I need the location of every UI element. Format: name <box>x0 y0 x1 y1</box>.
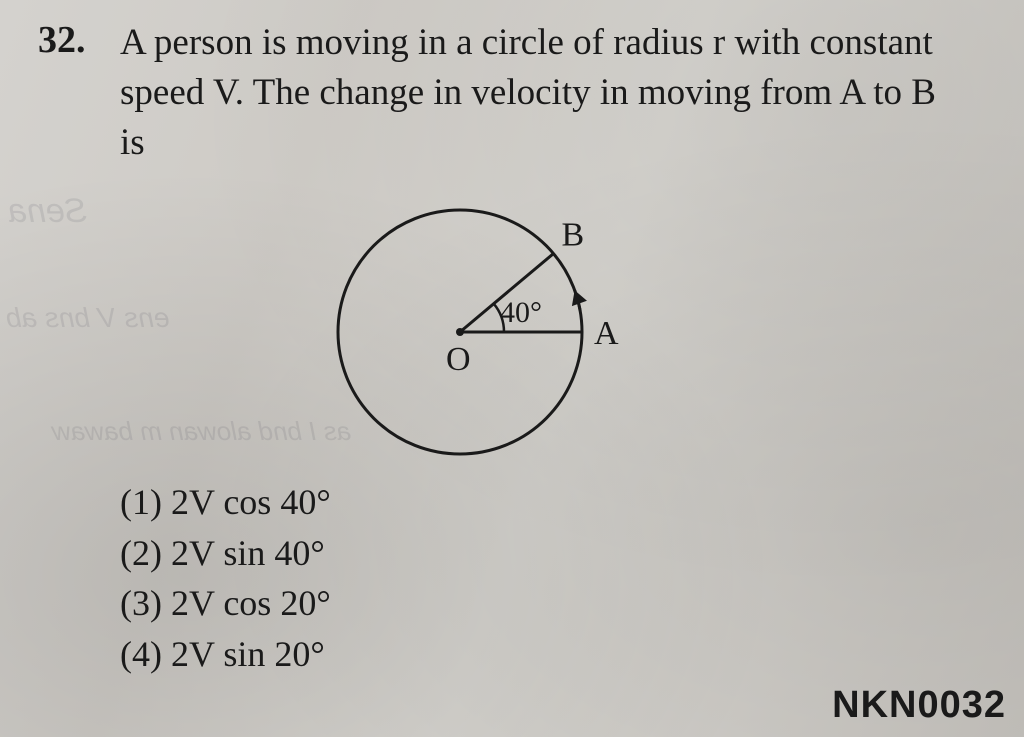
ghost-text: ens V bns ab <box>6 302 169 334</box>
ghost-text: Sena <box>8 192 87 231</box>
label-b: B <box>561 217 584 254</box>
center-dot <box>456 328 464 336</box>
label-o: O <box>446 341 471 378</box>
question-code: NKN0032 <box>832 684 1006 727</box>
diagram: 40° O A B <box>260 172 680 462</box>
label-a: A <box>594 315 619 352</box>
options: (1) 2V cos 40° (2) 2V sin 40° (3) 2V cos… <box>120 478 331 680</box>
option-3: (3) 2V cos 20° <box>120 579 331 628</box>
question-number: 32. <box>38 18 86 62</box>
label-angle: 40° <box>500 296 542 329</box>
question-stem: A person is moving in a circle of radius… <box>120 18 950 168</box>
option-1: (1) 2V cos 40° <box>120 478 331 527</box>
page: 32. A person is moving in a circle of ra… <box>0 0 1024 737</box>
option-4: (4) 2V sin 20° <box>120 630 331 679</box>
option-2: (2) 2V sin 40° <box>120 529 331 578</box>
